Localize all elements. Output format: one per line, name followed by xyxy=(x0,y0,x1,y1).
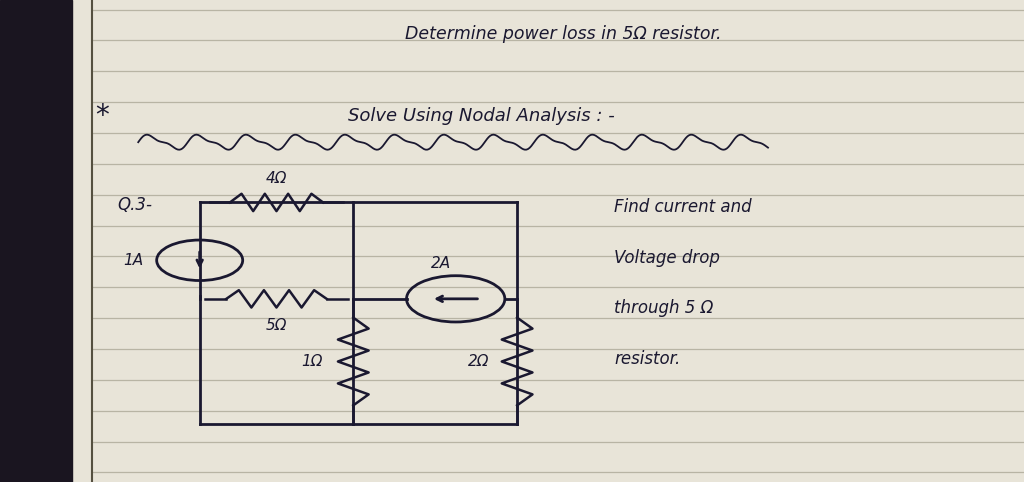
Text: through 5 Ω: through 5 Ω xyxy=(614,299,714,318)
Text: 4Ω: 4Ω xyxy=(266,171,287,186)
Text: 1A: 1A xyxy=(123,253,143,268)
Text: Determine power loss in 5Ω resistor.: Determine power loss in 5Ω resistor. xyxy=(404,25,722,43)
Text: 2A: 2A xyxy=(431,256,451,271)
Text: *: * xyxy=(95,102,110,130)
Text: 5Ω: 5Ω xyxy=(266,318,287,333)
Text: Q.3-: Q.3- xyxy=(118,196,153,214)
Text: Voltage drop: Voltage drop xyxy=(614,249,720,267)
Text: resistor.: resistor. xyxy=(614,350,681,368)
Text: 1Ω: 1Ω xyxy=(302,354,323,369)
Text: Find current and: Find current and xyxy=(614,198,752,216)
Text: 2Ω: 2Ω xyxy=(468,354,488,369)
Text: Solve Using Nodal Analysis : -: Solve Using Nodal Analysis : - xyxy=(348,107,614,125)
Bar xyxy=(0,0,72,482)
